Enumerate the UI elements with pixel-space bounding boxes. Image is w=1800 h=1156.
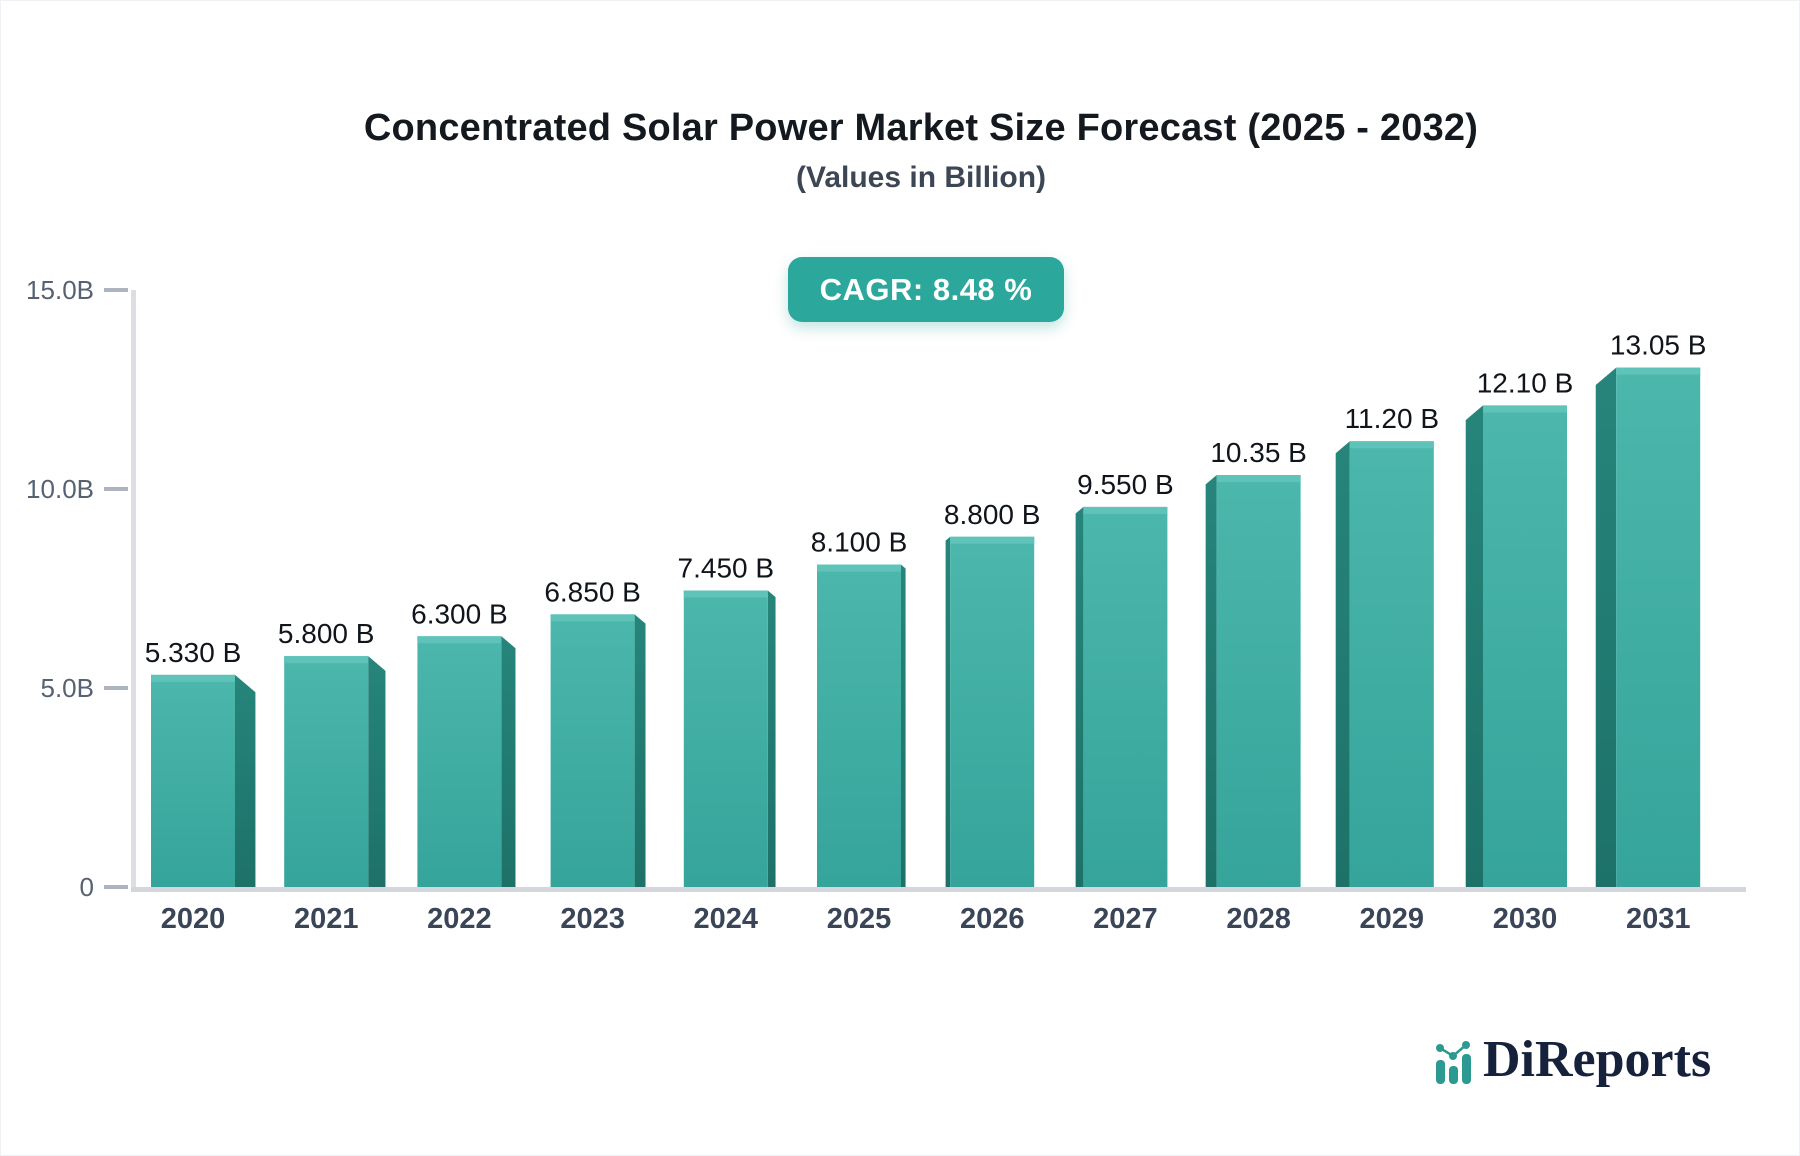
y-tick-label-5.0B: 5.0B [41,673,95,703]
bar-2031 [1616,367,1701,887]
value-label-2027: 9.550 B [1077,469,1174,500]
bar-2024 [683,590,768,887]
x-tick-label-2022: 2022 [427,903,492,935]
bar-2029 [1349,441,1434,887]
x-tick-label-2021: 2021 [294,903,359,935]
bar-2021 [284,656,369,887]
value-label-2021: 5.800 B [278,618,375,649]
bar-top-2023 [550,614,635,622]
y-tick-label-0: 0 [80,872,94,902]
value-label-2028: 10.35 B [1210,437,1307,468]
trend-bars-icon [1436,1041,1471,1085]
direports-logo: DiReports [1435,1031,1712,1088]
bar-2030 [1483,405,1567,887]
bar-2023 [550,614,635,887]
bar-side-2023 [634,614,646,887]
bar-top-2026 [950,536,1035,544]
x-tick-label-2024: 2024 [694,903,759,935]
x-tick-label-2028: 2028 [1226,903,1291,935]
bar-top-2025 [817,564,901,572]
value-label-2029: 11.20 B [1345,403,1439,434]
value-label-2026: 8.800 B [944,499,1041,530]
x-tick-label-2029: 2029 [1360,903,1425,935]
cagr-badge: CAGR: 8.48 % [788,257,1064,322]
bar-top-2030 [1483,405,1567,413]
bar-side-2026 [945,536,951,887]
bar-side-2027 [1075,506,1084,887]
value-label-2023: 6.850 B [544,576,641,607]
bar-side-2025 [901,564,906,887]
bar-side-2029 [1335,441,1350,887]
bar-top-2020 [151,674,235,682]
y-tick-label-10.0B: 10.0B [26,474,94,504]
bar-2028 [1216,475,1301,887]
bar-side-2021 [368,656,386,887]
bar-side-2024 [767,590,776,887]
x-tick-label-2031: 2031 [1626,903,1691,935]
value-label-2025: 8.100 B [811,527,908,558]
y-tick-dash-5.0B [104,686,128,690]
x-tick-label-2026: 2026 [960,903,1025,935]
x-tick-label-2027: 2027 [1093,903,1158,935]
x-tick-label-2030: 2030 [1493,903,1558,935]
bar-top-2022 [417,636,502,644]
x-tick-label-2025: 2025 [827,903,892,935]
direports-logo-text: DiReports [1483,1031,1712,1088]
value-label-2020: 5.330 B [145,637,242,668]
bar-top-2028 [1216,475,1301,483]
value-label-2024: 7.450 B [678,552,775,583]
y-tick-dash-0 [104,885,128,889]
value-label-2030: 12.10 B [1477,367,1574,398]
bar-2027 [1083,506,1168,887]
bar-top-2031 [1616,367,1701,375]
page-title: Concentrated Solar Power Market Size For… [363,107,1479,149]
bar-2025 [817,564,901,887]
bar-top-2029 [1349,441,1434,449]
x-tick-label-2023: 2023 [560,903,625,935]
value-label-2022: 6.300 B [411,598,508,629]
bar-side-2030 [1465,405,1483,887]
x-tick-label-2020: 2020 [161,903,226,935]
y-tick-label-15.0B: 15.0B [26,275,94,305]
y-tick-dash-15.0B [104,288,128,292]
y-tick-dash-10.0B [104,487,128,491]
bar-top-2021 [284,656,369,664]
bar-top-2027 [1083,506,1168,514]
bar-side-2020 [235,674,256,887]
bar-side-2031 [1595,367,1617,887]
bar-side-2022 [501,636,516,887]
value-label-2031: 13.05 B [1610,330,1707,361]
y-axis-line [131,290,136,892]
bar-top-2024 [683,590,768,598]
bar-2026 [950,536,1035,887]
bar-2020 [151,674,235,887]
bar-2022 [417,636,502,887]
page-subtitle: (Values in Billion) [795,161,1047,194]
x-axis-line [131,887,1746,892]
bar-side-2028 [1205,475,1217,887]
